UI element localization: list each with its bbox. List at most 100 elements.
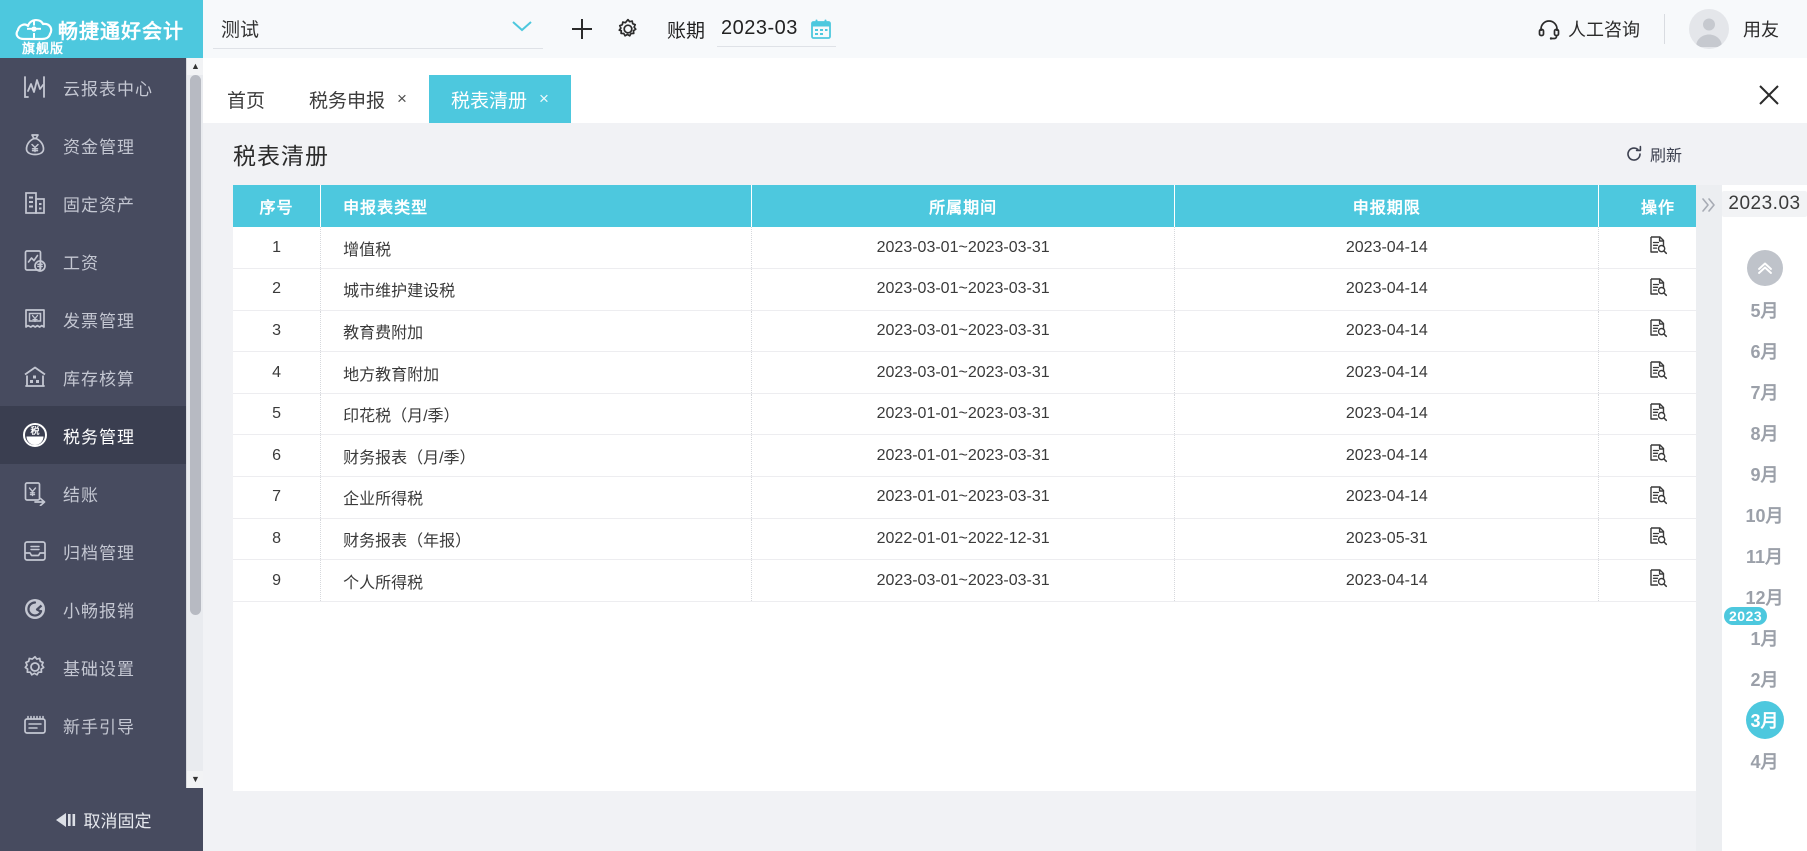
settings-button[interactable]: [607, 8, 649, 50]
document-search-icon[interactable]: [1648, 360, 1668, 380]
refresh-label: 刷新: [1649, 148, 1682, 165]
sidebar-scroll-up-icon[interactable]: ▲: [187, 58, 204, 75]
period-year-marker: 2023: [1724, 607, 1768, 625]
sidebar-item-10[interactable]: 小畅报销: [0, 580, 203, 638]
support-label: 人工咨询: [1568, 20, 1640, 40]
tab-1[interactable]: 首页: [203, 75, 287, 123]
sidebar-item-label: 发票管理: [63, 311, 135, 331]
period-month-item[interactable]: 12月: [1722, 576, 1807, 617]
collapse-period-panel-button[interactable]: [1696, 185, 1722, 230]
topbar-divider: [1664, 14, 1665, 44]
document-search-icon[interactable]: [1648, 568, 1668, 588]
sidebar-item-5[interactable]: 发票管理: [0, 290, 203, 348]
tab-2[interactable]: 税务申报 ×: [287, 75, 429, 123]
row-deadline: 2023-04-14: [1174, 310, 1600, 353]
period-month-label: 2月: [1750, 669, 1779, 690]
tax-table: 序号 申报表类型 所属期间 申报期限 操作 1 增值税 2023-03-01~2023-03…: [233, 185, 1717, 602]
period-month-item[interactable]: 2月: [1722, 658, 1807, 699]
document-search-icon[interactable]: [1648, 443, 1668, 463]
table-row[interactable]: 8 财务报表（年报） 2022-01-01~2022-12-31 2023-05-31: [233, 518, 1717, 561]
sidebar-item-7[interactable]: 税 税务管理: [0, 406, 203, 464]
sidebar-item-11[interactable]: 基础设置: [0, 638, 203, 696]
sidebar-item-label: 税务管理: [63, 427, 135, 447]
period-month-item[interactable]: 4月: [1722, 740, 1807, 781]
period-month-label: 5月: [1750, 300, 1779, 321]
period-month-item[interactable]: 11月: [1722, 535, 1807, 576]
sidebar-item-label: 固定资产: [63, 195, 135, 215]
refresh-button[interactable]: 刷新: [1625, 142, 1682, 166]
support-button[interactable]: 人工咨询: [1537, 16, 1640, 42]
document-search-icon[interactable]: [1648, 318, 1668, 338]
period-month-item[interactable]: 2023 1月: [1722, 607, 1807, 658]
document-search-icon[interactable]: [1648, 526, 1668, 546]
row-no: 9: [233, 559, 322, 602]
row-period: 2022-01-01~2022-12-31: [751, 518, 1176, 561]
period-month-item[interactable]: 3月: [1722, 699, 1807, 740]
chevron-down-icon: [509, 18, 535, 39]
document-search-icon[interactable]: [1648, 235, 1668, 255]
period-month-item[interactable]: 5月: [1722, 289, 1807, 330]
sidebar-item-label: 资金管理: [63, 137, 135, 157]
row-deadline: 2023-04-14: [1174, 351, 1600, 394]
period-month-label: 4月: [1750, 751, 1779, 772]
period-month-item[interactable]: 6月: [1722, 330, 1807, 371]
user-avatar-icon: [1689, 9, 1729, 49]
gear-icon: [618, 18, 637, 37]
row-period: 2023-01-01~2023-03-31: [751, 393, 1176, 436]
sidebar-item-9[interactable]: 归档管理: [0, 522, 203, 580]
sidebar-scroll-thumb[interactable]: [190, 75, 201, 615]
user-menu[interactable]: 用友: [1689, 9, 1779, 49]
document-search-icon[interactable]: [1648, 485, 1668, 505]
sidebar-item-1[interactable]: 云报表中心: [0, 58, 203, 116]
period-month-item[interactable]: 10月: [1722, 494, 1807, 535]
add-button[interactable]: [561, 8, 603, 50]
sidebar-item-8[interactable]: 结账: [0, 464, 203, 522]
period-month-item[interactable]: 8月: [1722, 412, 1807, 453]
warehouse-icon: [20, 362, 50, 392]
invoice-icon: [20, 304, 50, 334]
sidebar-scroll-down-icon[interactable]: ▼: [187, 771, 204, 788]
topbar-right-group: 人工咨询 用友: [1537, 9, 1807, 49]
row-no: 7: [233, 476, 322, 519]
document-search-icon[interactable]: [1648, 402, 1668, 422]
table-row[interactable]: 7 企业所得税 2023-01-01~2023-03-31 2023-04-14: [233, 476, 1717, 519]
table-column-header-1: 序号: [233, 185, 322, 227]
tab-close-icon[interactable]: ×: [538, 89, 549, 108]
sidebar-item-12[interactable]: 新手引导: [0, 696, 203, 754]
sidebar-item-4[interactable]: 工资: [0, 232, 203, 290]
sidebar-item-2[interactable]: 资金管理: [0, 116, 203, 174]
table-row[interactable]: 4 地方教育附加 2023-03-01~2023-03-31 2023-04-14: [233, 351, 1717, 394]
money-bag-icon: [20, 130, 50, 160]
table-row[interactable]: 1 增值税 2023-03-01~2023-03-31 2023-04-14: [233, 227, 1717, 270]
period-picker[interactable]: 2023-03: [717, 11, 836, 47]
unpin-sidebar-button[interactable]: 取消固定: [0, 788, 203, 851]
tab-label: 税务申报: [309, 90, 386, 112]
brand-name: 畅捷通好会计: [58, 20, 184, 43]
table-row[interactable]: 2 城市维护建设税 2023-03-01~2023-03-31 2023-04-14: [233, 268, 1717, 311]
brand-header[interactable]: 畅捷通好会计 旗舰版: [0, 0, 203, 58]
table-row[interactable]: 5 印花税（月/季） 2023-01-01~2023-03-31 2023-04-14: [233, 393, 1717, 436]
sidebar-item-3[interactable]: 固定资产: [0, 174, 203, 232]
table-column-header-2: 申报表类型: [320, 185, 752, 227]
unpin-sidebar-label: 取消固定: [83, 812, 152, 831]
table-row[interactable]: 3 教育费附加 2023-03-01~2023-03-31 2023-04-14: [233, 310, 1717, 353]
tab-close-icon[interactable]: ×: [397, 89, 407, 108]
page-header: 税表清册 刷新: [221, 123, 1807, 185]
sidebar-item-label: 新手引导: [63, 717, 135, 737]
sidebar-item-6[interactable]: 库存核算: [0, 348, 203, 406]
sidebar: 畅捷通好会计 旗舰版 云报表中心资金管理固定资产工资发票管理库存核算税 税务管理结…: [0, 0, 204, 851]
tab-3[interactable]: 税表清册 ×: [428, 75, 571, 123]
document-search-icon[interactable]: [1648, 277, 1668, 297]
account-select[interactable]: 测试: [213, 9, 543, 49]
close-all-tabs-button[interactable]: [1749, 75, 1789, 115]
sidebar-scrollbar[interactable]: ▲ ▼: [186, 58, 204, 851]
period-month-label: 10月: [1745, 505, 1784, 526]
chevron-double-up-icon[interactable]: [1746, 250, 1783, 286]
period-month-item[interactable]: 7月: [1722, 371, 1807, 412]
sidebar-item-label: 工资: [63, 253, 99, 273]
table-row[interactable]: 9 个人所得税 2023-03-01~2023-03-31 2023-04-14: [233, 559, 1717, 602]
row-no: 8: [233, 518, 322, 561]
period-month-item[interactable]: 9月: [1722, 453, 1807, 494]
table-row[interactable]: 6 财务报表（月/季） 2023-01-01~2023-03-31 2023-04-1…: [233, 434, 1717, 478]
refresh-icon: [1625, 145, 1643, 163]
